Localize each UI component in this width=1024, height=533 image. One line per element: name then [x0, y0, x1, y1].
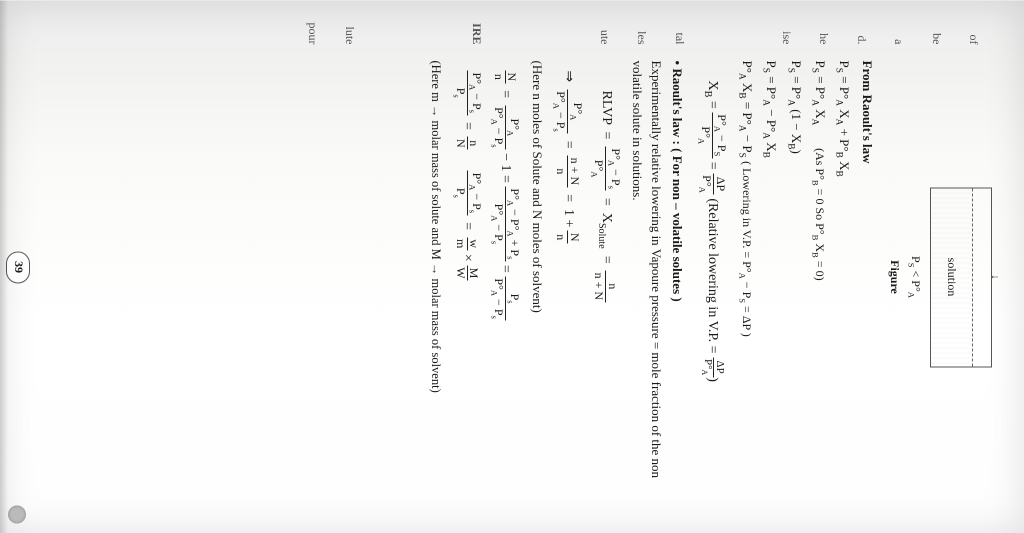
page-number: 39 — [6, 251, 30, 283]
page-shadow — [0, 0, 8, 533]
ps-lt-pa: PS < P°A — [905, 60, 924, 493]
corner-ornament-icon — [8, 505, 26, 523]
content: ↓ solution PS < P°A Figure From Raoult's… — [427, 60, 992, 493]
gutter-word: a — [890, 39, 907, 44]
page: of be a d. he ise tal les ute IRE lute p… — [0, 0, 1024, 533]
section-head-raoult: From Raoult's law — [857, 60, 876, 493]
footer-note: (Here m → molar mass of solute and M → m… — [427, 60, 445, 493]
eq-rlvp: RLVP = P°A − Ps P°A = XSolute = n n + N — [590, 90, 622, 493]
gutter-word: ise — [778, 31, 795, 44]
gutter-word: be — [927, 33, 944, 44]
gutter-word: d. — [852, 35, 869, 44]
evap-arrow-icon: ↓ — [986, 274, 1002, 280]
gutter-word: of — [965, 34, 982, 44]
bullet-raoult: Raoult's law : ( For non – volatile solu… — [667, 60, 686, 493]
solution-diagram: ↓ solution — [930, 187, 992, 367]
eq-line-5: P°A XB = P°A − PS ( Lowering in V.P. = P… — [734, 60, 756, 493]
eq-line-1: PS = P°A XA + P°B XB — [831, 60, 853, 493]
gutter-word: tal — [670, 32, 687, 44]
eq-final: P°A − Ps Ps = n N P°A − Ps Ps = w m × M — [451, 70, 483, 493]
figure-caption: Figure — [886, 60, 903, 493]
eq-implies: ⇒ P°A P°A − Ps = n + N n = 1 + N n — [552, 70, 584, 493]
eq-Nn: N n = P°A P°A − Ps − 1 = P°A − P°A + Ps … — [489, 70, 521, 493]
eq-line-2: PS = P°A XA (As P°B = 0 So P°B XB = 0) — [807, 60, 829, 493]
eq-line-3: PS = P°A (1 − XB) — [782, 60, 804, 493]
gutter-word: pour — [303, 22, 320, 44]
diagram-label: solution — [943, 257, 960, 296]
gutter-word: ute — [595, 29, 612, 44]
gutter-word: he — [815, 33, 832, 44]
page-number-text: 39 — [9, 261, 26, 273]
eq-line-4: PS = P°A − P°A XB — [758, 60, 780, 493]
eq-xb: XB = P°A − PS P°A = ΔP P°A (Relative low… — [696, 80, 728, 493]
gutter-word: les — [633, 31, 650, 44]
gutter-word: IRE — [468, 23, 485, 44]
raoult-text: Experimentally relative lowering in Vapo… — [628, 60, 666, 493]
here-note: (Here n moles of Solute and N moles of s… — [527, 60, 546, 493]
gutter-word: lute — [341, 26, 358, 44]
left-gutter: of be a d. he ise tal les ute IRE lute p… — [0, 0, 1024, 44]
